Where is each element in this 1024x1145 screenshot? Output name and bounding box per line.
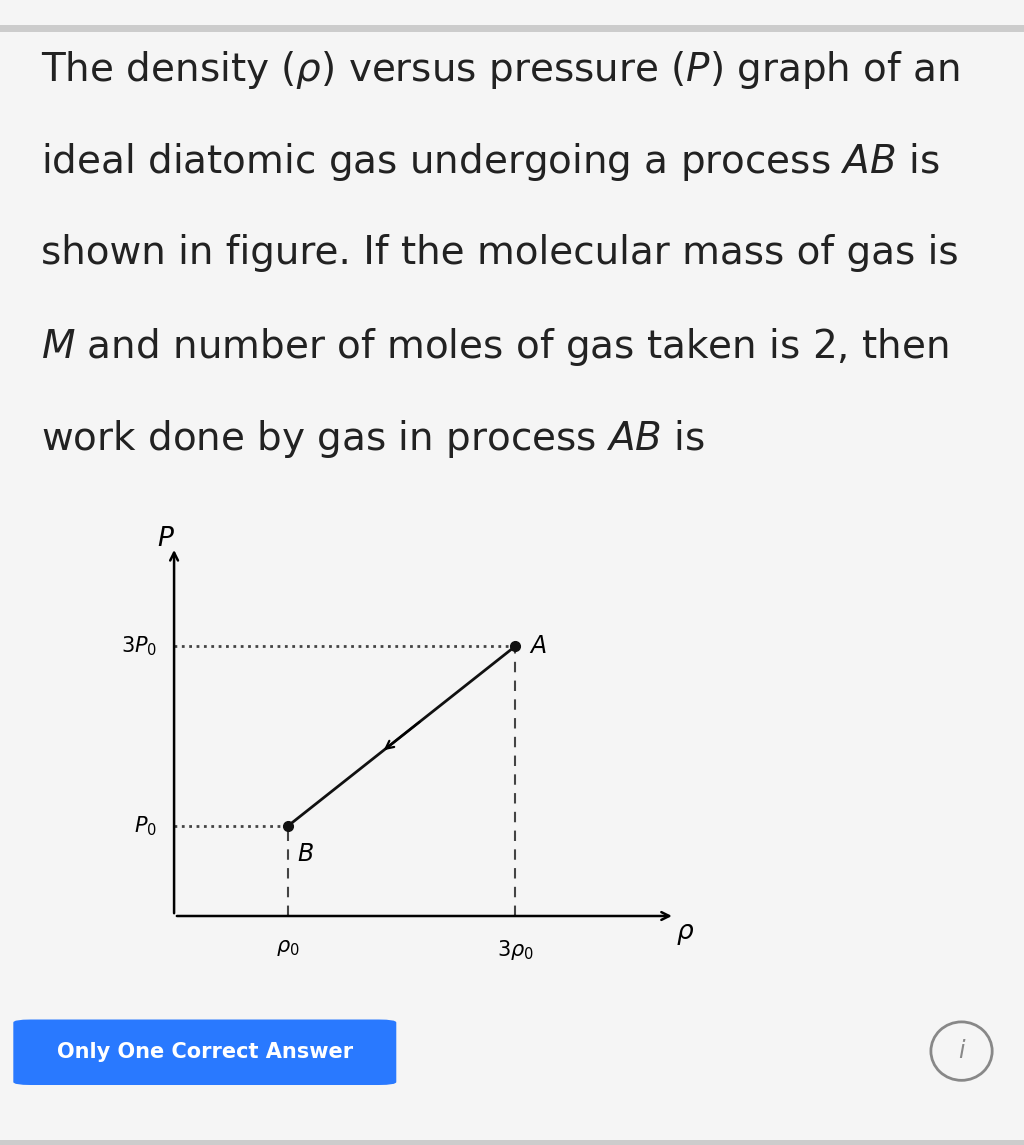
Text: work done by gas in process $AB$ is: work done by gas in process $AB$ is [41,418,706,460]
Text: shown in figure. If the molecular mass of gas is: shown in figure. If the molecular mass o… [41,234,958,271]
Text: P: P [157,526,173,552]
Text: $3\rho_0$: $3\rho_0$ [497,939,534,963]
Text: Only One Correct Answer: Only One Correct Answer [56,1042,353,1063]
Text: B: B [297,843,313,867]
Text: ideal diatomic gas undergoing a process $AB$ is: ideal diatomic gas undergoing a process … [41,142,940,183]
Text: $P_0$: $P_0$ [134,814,157,838]
Text: $3P_0$: $3P_0$ [121,634,157,658]
FancyBboxPatch shape [13,1019,396,1085]
Text: A: A [530,634,547,658]
Text: The density ($\rho$) versus pressure ($P$) graph of an: The density ($\rho$) versus pressure ($P… [41,49,959,92]
Text: ρ: ρ [677,919,693,945]
Text: $M$ and number of moles of gas taken is 2, then: $M$ and number of moles of gas taken is … [41,326,948,368]
Text: i: i [958,1040,965,1063]
Text: $\rho_0$: $\rho_0$ [276,939,300,958]
